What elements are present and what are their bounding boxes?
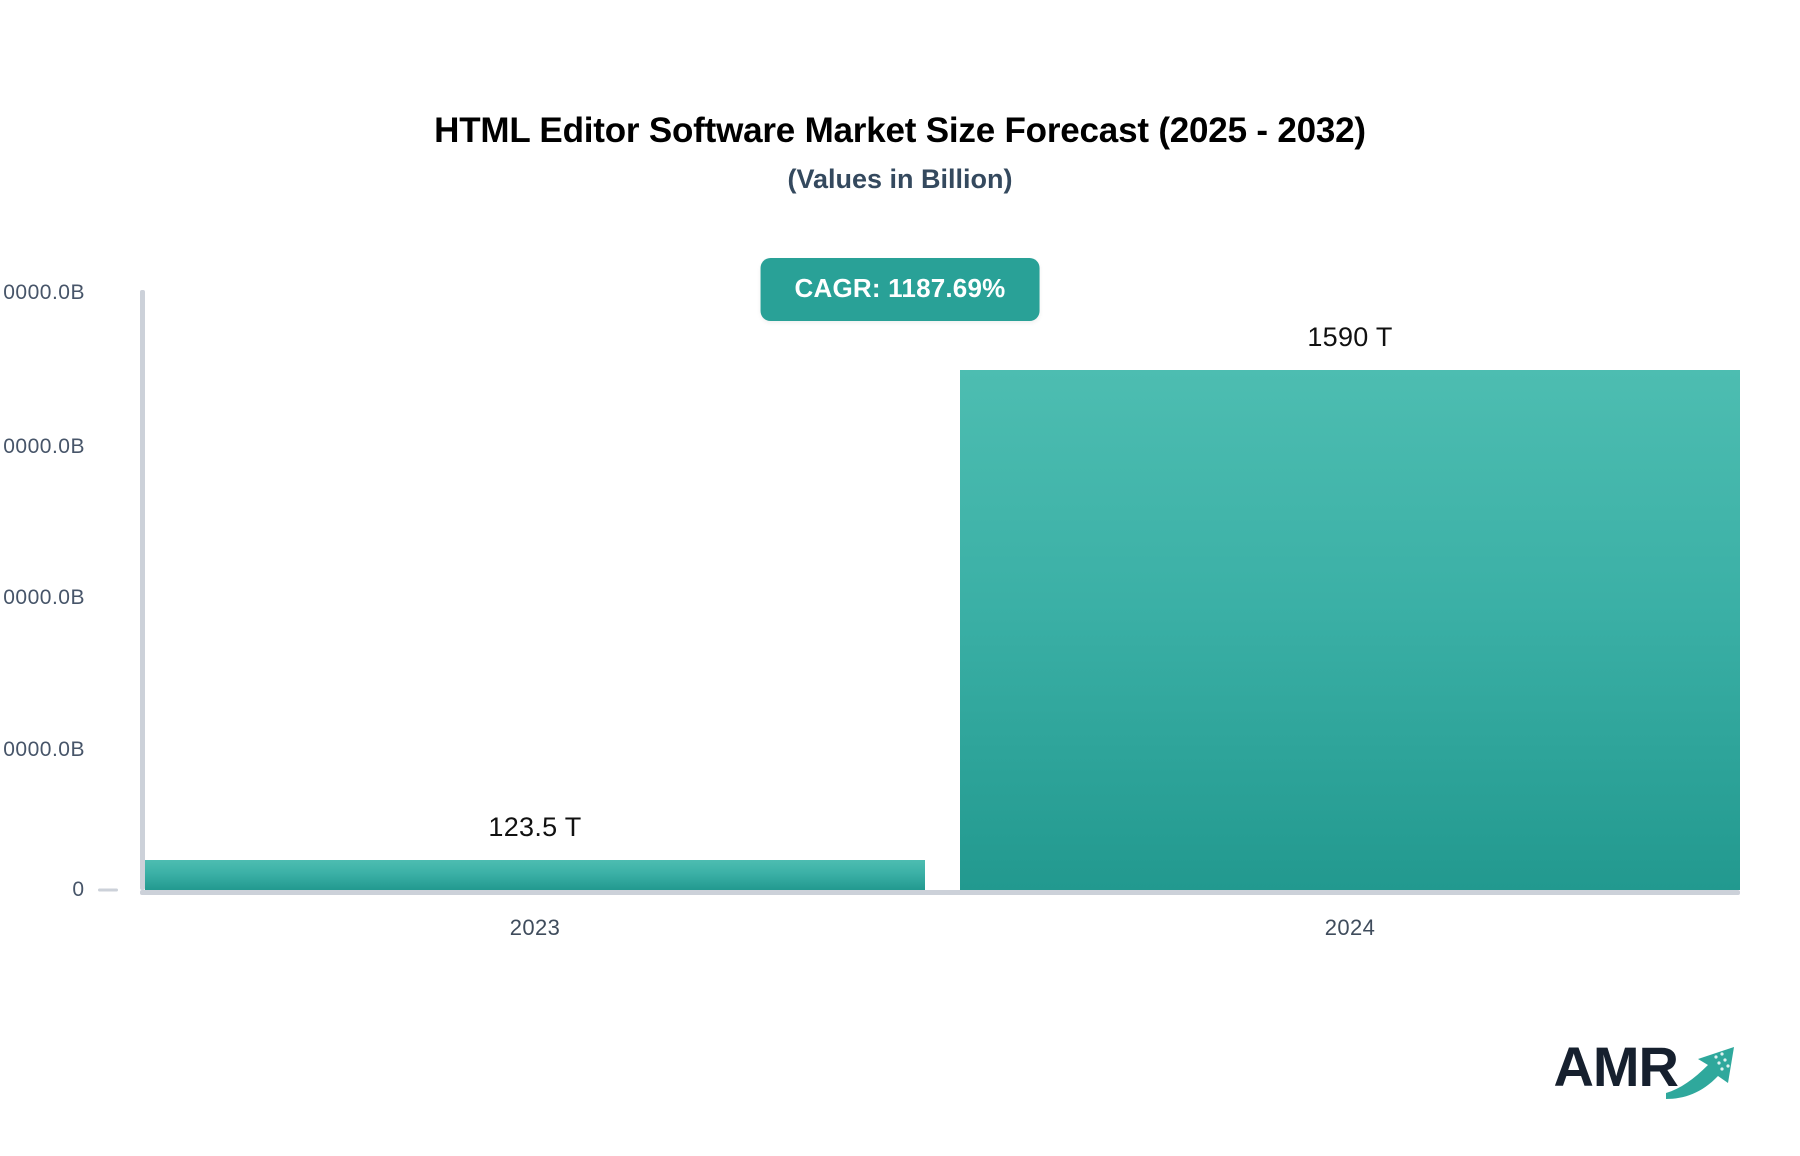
y-axis-line: [140, 290, 145, 890]
plot-area: 123.5 T 2023 1590 T 2024: [140, 290, 1740, 940]
y-tick-label-zero: 0: [72, 878, 84, 901]
y-tick-label-3: 0000.0B: [3, 586, 85, 609]
bar-2024[interactable]: [960, 370, 1740, 890]
growth-arrow-icon: [1664, 1039, 1742, 1106]
title-block: HTML Editor Software Market Size Forecas…: [0, 111, 1800, 194]
bar-2023[interactable]: [145, 860, 925, 890]
bar-value-2023: 123.5 T: [488, 812, 582, 842]
y-tick-label-4: 0000.0B: [3, 738, 85, 761]
y-axis-zero-tick-mark: [98, 888, 118, 892]
page-title: HTML Editor Software Market Size Forecas…: [434, 111, 1366, 150]
y-tick-label-1: 0000.0B: [3, 281, 85, 304]
x-axis-label-2024: 2024: [1324, 915, 1376, 940]
bar-value-2024: 1590 T: [1307, 322, 1393, 352]
logo-text: AMR: [1553, 1035, 1679, 1098]
chart-subtitle: (Values in Billion): [787, 163, 1013, 194]
x-axis-line: [140, 890, 1740, 895]
x-axis-label-2023: 2023: [509, 915, 561, 940]
amr-logo: AMR: [1553, 1032, 1742, 1102]
y-tick-label-2: 0000.0B: [3, 435, 85, 458]
cagr-badge: CAGR: 1187.69%: [760, 258, 1040, 321]
y-axis-labels: 0000.0B 0000.0B 0000.0B 0000.0B 0: [0, 0, 140, 1156]
